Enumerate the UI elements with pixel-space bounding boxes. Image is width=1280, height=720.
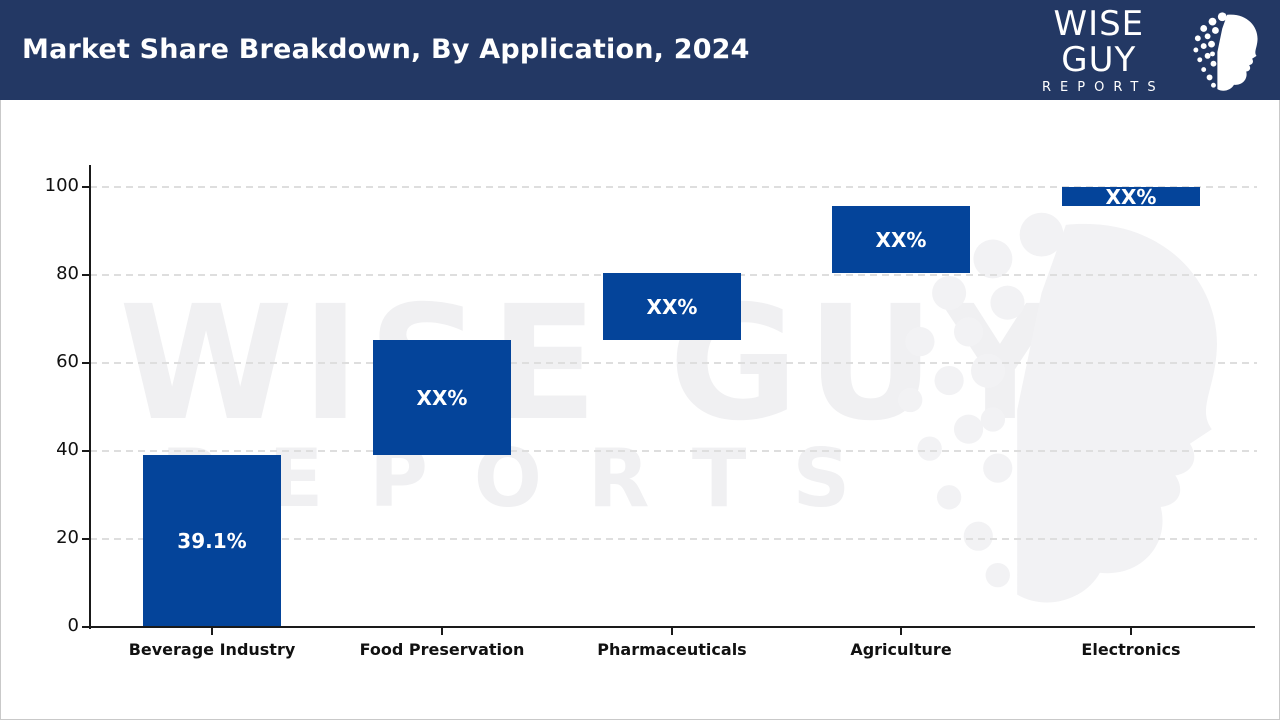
x-category-label: Pharmaceuticals [597,640,747,659]
gridline [90,450,1257,452]
bar-beverage-industry: 39.1% [143,454,281,627]
y-tick-label: 60 [56,351,79,372]
y-tick-label: 20 [56,527,79,548]
bar-value-label: XX% [416,385,468,410]
bar-food-preservation: XX% [373,340,511,455]
x-axis [89,626,1255,628]
x-category-label: Beverage Industry [128,640,296,659]
x-tick-mark [671,627,673,635]
y-tick-label: 80 [56,263,79,284]
gridline [90,538,1257,540]
gridline [90,186,1257,188]
x-tick-mark [441,627,443,635]
logo-subtitle: REPORTS [1042,79,1165,95]
y-tick-label: 40 [56,439,79,460]
logo-wordmark: WISE GUY [1053,3,1145,80]
logo-face-icon [1193,12,1258,91]
x-category-label: Food Preservation [359,640,525,659]
bar-value-label: XX% [1105,184,1157,209]
logo-text: WISE GUY REPORTS [1012,6,1186,95]
y-tick-label: 100 [44,175,79,196]
y-tick-mark [82,274,90,276]
x-tick-mark [1130,627,1132,635]
bar-electronics: XX% [1062,184,1200,209]
chart-area: WISE GUY REPORTS 0 20 40 60 80 100 39.1% Bevera… [0,100,1280,720]
watermark-face-icon [898,212,1217,603]
x-category-label: Agriculture [850,640,952,659]
y-tick-mark [82,538,90,540]
bar-value-label: XX% [875,227,927,252]
bar-value-label: 39.1% [177,528,247,553]
y-tick-mark [82,186,90,188]
bar-agriculture: XX% [832,206,970,274]
gridline [90,362,1257,364]
y-tick-mark [82,450,90,452]
watermark-wordmark: WISE GUY [119,272,1066,456]
x-tick-mark [900,627,902,635]
bar-value-label: XX% [646,294,698,319]
header-bar: Market Share Breakdown, By Application, … [0,0,1280,100]
y-tick-label: 0 [67,615,79,636]
bar-pharmaceuticals: XX% [603,273,741,341]
x-category-label: Electronics [1081,640,1181,659]
y-axis [89,165,91,629]
y-tick-mark [82,626,90,628]
chart-title: Market Share Breakdown, By Application, … [22,34,750,65]
wise-guy-logo: WISE GUY REPORTS [1012,6,1262,95]
y-tick-mark [82,362,90,364]
x-tick-mark [211,627,213,635]
